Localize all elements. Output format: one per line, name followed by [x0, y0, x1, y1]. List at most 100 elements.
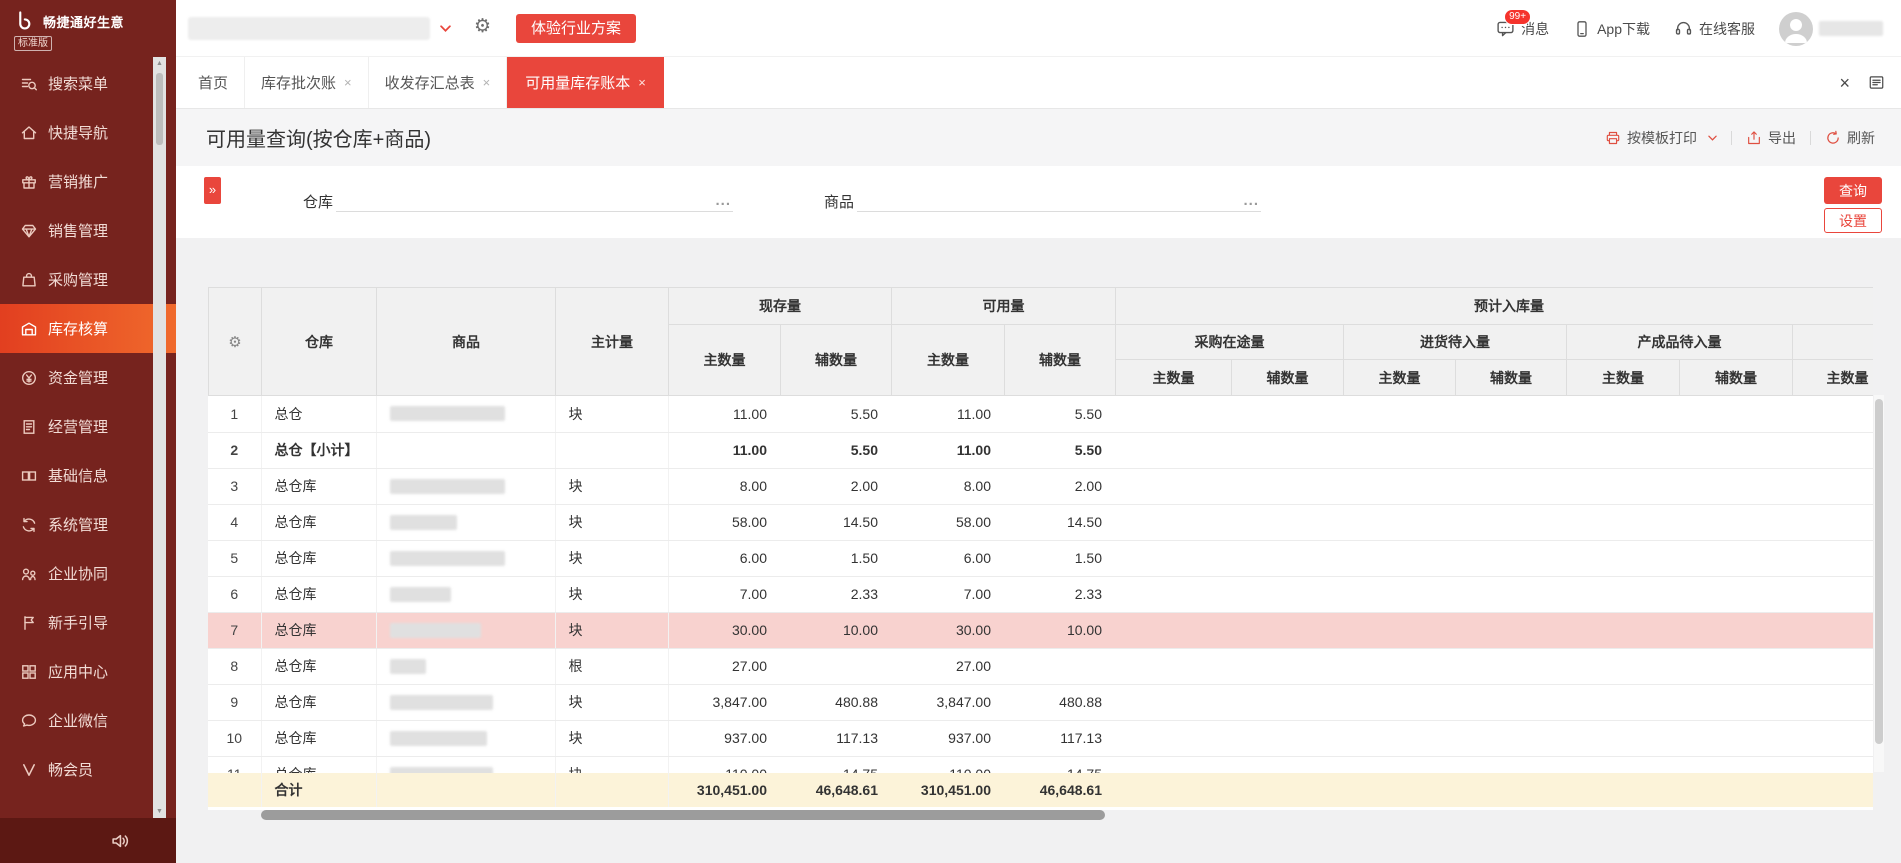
tab-available-qty-ledger[interactable]: 可用量库存账本 × [507, 57, 664, 108]
sidebar-item-search-menu[interactable]: 搜索菜单 [0, 59, 176, 108]
col-aux-qty: 辅数量 [1679, 359, 1793, 396]
horizontal-scrollbar-thumb[interactable] [261, 810, 1105, 820]
avatar[interactable] [1779, 11, 1813, 46]
sidebar-item-app-center[interactable]: 应用中心 [0, 647, 176, 696]
sidebar-item-label: 销售管理 [48, 223, 109, 240]
selected-table-row[interactable]: 7 总仓库 块 30.00 10.00 30.00 10.00 [208, 612, 1873, 649]
horizontal-scrollbar[interactable] [208, 810, 1873, 820]
username-redacted[interactable] [1819, 21, 1883, 36]
redacted-product-name [389, 586, 451, 602]
sidebar-item-base-info[interactable]: 基础信息 [0, 451, 176, 500]
sync-icon [20, 516, 38, 534]
sidebar-item-funds[interactable]: 资金管理 [0, 353, 176, 402]
col-aux-qty: 辅数量 [1004, 324, 1116, 396]
table-row-clipped[interactable]: 11 总仓库 块 110.00 14.75 110.00 14.75 [208, 756, 1873, 773]
messages-button[interactable]: 消息 99+ [1496, 8, 1549, 39]
tab-close-icon[interactable]: × [638, 75, 646, 90]
col-unit: 主计量 [555, 287, 669, 396]
vertical-scrollbar-thumb[interactable] [1875, 399, 1883, 744]
table-row[interactable]: 10 总仓库 块 937.00 117.13 937.00 117.13 [208, 720, 1873, 757]
sidebar-footer [0, 818, 176, 863]
table-header: ⚙ 仓库 商品 主计量 现存量 可用量 预计入库量 主数量 辅数量 主数量 辅数… [208, 287, 1873, 396]
sidebar-item-quick-nav[interactable]: 快捷导航 [0, 108, 176, 157]
col-product: 商品 [376, 287, 556, 396]
scroll-up-icon[interactable]: ▲ [156, 60, 163, 67]
redacted-product-name [389, 730, 487, 746]
sidebar-item-label: 快捷导航 [48, 125, 109, 142]
sidebar: 畅捷通好生意 标准版 搜索菜单 快捷导航 营销推广 销售管理 采购管理 库存核算 [0, 0, 176, 863]
account-menu[interactable] [1779, 11, 1883, 46]
table-row[interactable]: 8 总仓库 根 27.00 27.00 [208, 648, 1873, 685]
brand-name: 畅捷通好生意 [43, 14, 125, 30]
sidebar-item-system[interactable]: 系统管理 [0, 500, 176, 549]
print-by-template-button[interactable]: 按模板打印 [1605, 128, 1717, 148]
sidebar-item-inventory-accounting[interactable]: 库存核算 [0, 304, 176, 353]
refresh-button[interactable]: 刷新 [1825, 128, 1875, 148]
warehouse-picker-ellipsis[interactable]: ... [715, 192, 731, 209]
print-label: 按模板打印 [1627, 129, 1697, 146]
sidebar-scrollbar[interactable]: ▲ ▼ [153, 57, 166, 818]
printer-icon [1605, 130, 1621, 146]
group-expected-inbound: 预计入库量 [1114, 287, 1873, 325]
redacted-product-name [389, 622, 481, 638]
speaker-icon[interactable] [110, 831, 130, 851]
product-picker-ellipsis[interactable]: ... [1243, 192, 1259, 209]
refresh-icon [1825, 130, 1841, 146]
tab-label: 库存批次账 [261, 75, 337, 92]
main-content: ⚙ 仓库 商品 主计量 现存量 可用量 预计入库量 主数量 辅数量 主数量 辅数… [176, 238, 1901, 863]
online-support-button[interactable]: 在线客服 [1674, 19, 1755, 39]
sidebar-item-guide[interactable]: 新手引导 [0, 598, 176, 647]
sidebar-item-collaboration[interactable]: 企业协同 [0, 549, 176, 598]
gear-icon[interactable]: ⚙ [474, 16, 492, 37]
close-tab-icon[interactable]: × [1839, 72, 1850, 93]
scroll-down-icon[interactable]: ▼ [156, 808, 163, 815]
sidebar-item-member[interactable]: 畅会员 [0, 745, 176, 794]
app-download-button[interactable]: App下载 [1573, 19, 1650, 39]
company-selector-redacted[interactable] [188, 17, 430, 40]
table-row[interactable]: 4 总仓库 块 58.00 14.50 58.00 14.50 [208, 504, 1873, 541]
total-label: 合计 [261, 773, 377, 807]
tab-close-icon[interactable]: × [482, 75, 491, 90]
product-filter-input[interactable]: ... [857, 185, 1261, 212]
col-aux-qty: 辅数量 [1231, 359, 1344, 396]
tab-in-out-stock-summary[interactable]: 收发存汇总表 × [369, 57, 508, 108]
table-row[interactable]: 5 总仓库 块 6.00 1.50 6.00 1.50 [208, 540, 1873, 577]
sidebar-item-wechat-work[interactable]: 企业微信 [0, 696, 176, 745]
sidebar-item-operations[interactable]: 经营管理 [0, 402, 176, 451]
warehouse-icon [20, 320, 38, 338]
sidebar-item-label: 系统管理 [48, 517, 109, 534]
col-main-qty: 主数量 [1566, 359, 1680, 396]
tab-list-icon[interactable] [1868, 74, 1885, 91]
vertical-scrollbar[interactable] [1874, 395, 1884, 772]
column-settings-header[interactable]: ⚙ [208, 287, 262, 396]
table-row[interactable]: 9 总仓库 块 3,847.00 480.88 3,847.00 480.88 [208, 684, 1873, 721]
sidebar-item-label: 搜索菜单 [48, 76, 109, 93]
sidebar-scrollbar-thumb[interactable] [156, 73, 163, 145]
subgroup-clipped [1791, 324, 1873, 360]
sidebar-item-marketing[interactable]: 营销推广 [0, 157, 176, 206]
col-main-qty: 主数量 [1791, 359, 1873, 396]
table-row[interactable]: 6 总仓库 块 7.00 2.33 7.00 2.33 [208, 576, 1873, 613]
tab-inventory-batch-ledger[interactable]: 库存批次账 × [245, 57, 369, 108]
sidebar-item-purchasing[interactable]: 采购管理 [0, 255, 176, 304]
app-download-label: App下载 [1597, 20, 1650, 37]
expand-filter-button[interactable]: » [204, 177, 221, 204]
online-support-label: 在线客服 [1699, 20, 1755, 37]
table-row[interactable]: 3 总仓库 块 8.00 2.00 8.00 2.00 [208, 468, 1873, 505]
redacted-product-name [389, 514, 457, 530]
export-button[interactable]: 导出 [1746, 128, 1796, 148]
subtotal-row[interactable]: 2 总仓【小计】 11.00 5.50 11.00 5.50 [208, 432, 1873, 469]
settings-button[interactable]: 设置 [1824, 208, 1882, 233]
tab-close-icon[interactable]: × [344, 75, 352, 90]
sidebar-item-label: 企业协同 [48, 566, 109, 583]
table-row[interactable]: 1 总仓 块 11.00 5.50 11.00 5.50 [208, 396, 1873, 433]
query-button[interactable]: 查询 [1824, 177, 1882, 204]
search-icon [20, 75, 38, 93]
chevron-down-icon[interactable] [440, 25, 451, 32]
tab-home[interactable]: 首页 [182, 57, 246, 108]
sidebar-item-sales[interactable]: 销售管理 [0, 206, 176, 255]
export-label: 导出 [1768, 129, 1796, 146]
tab-label: 首页 [198, 75, 229, 92]
experience-solution-button[interactable]: 体验行业方案 [516, 14, 637, 43]
warehouse-filter-input[interactable]: ... [336, 185, 733, 212]
